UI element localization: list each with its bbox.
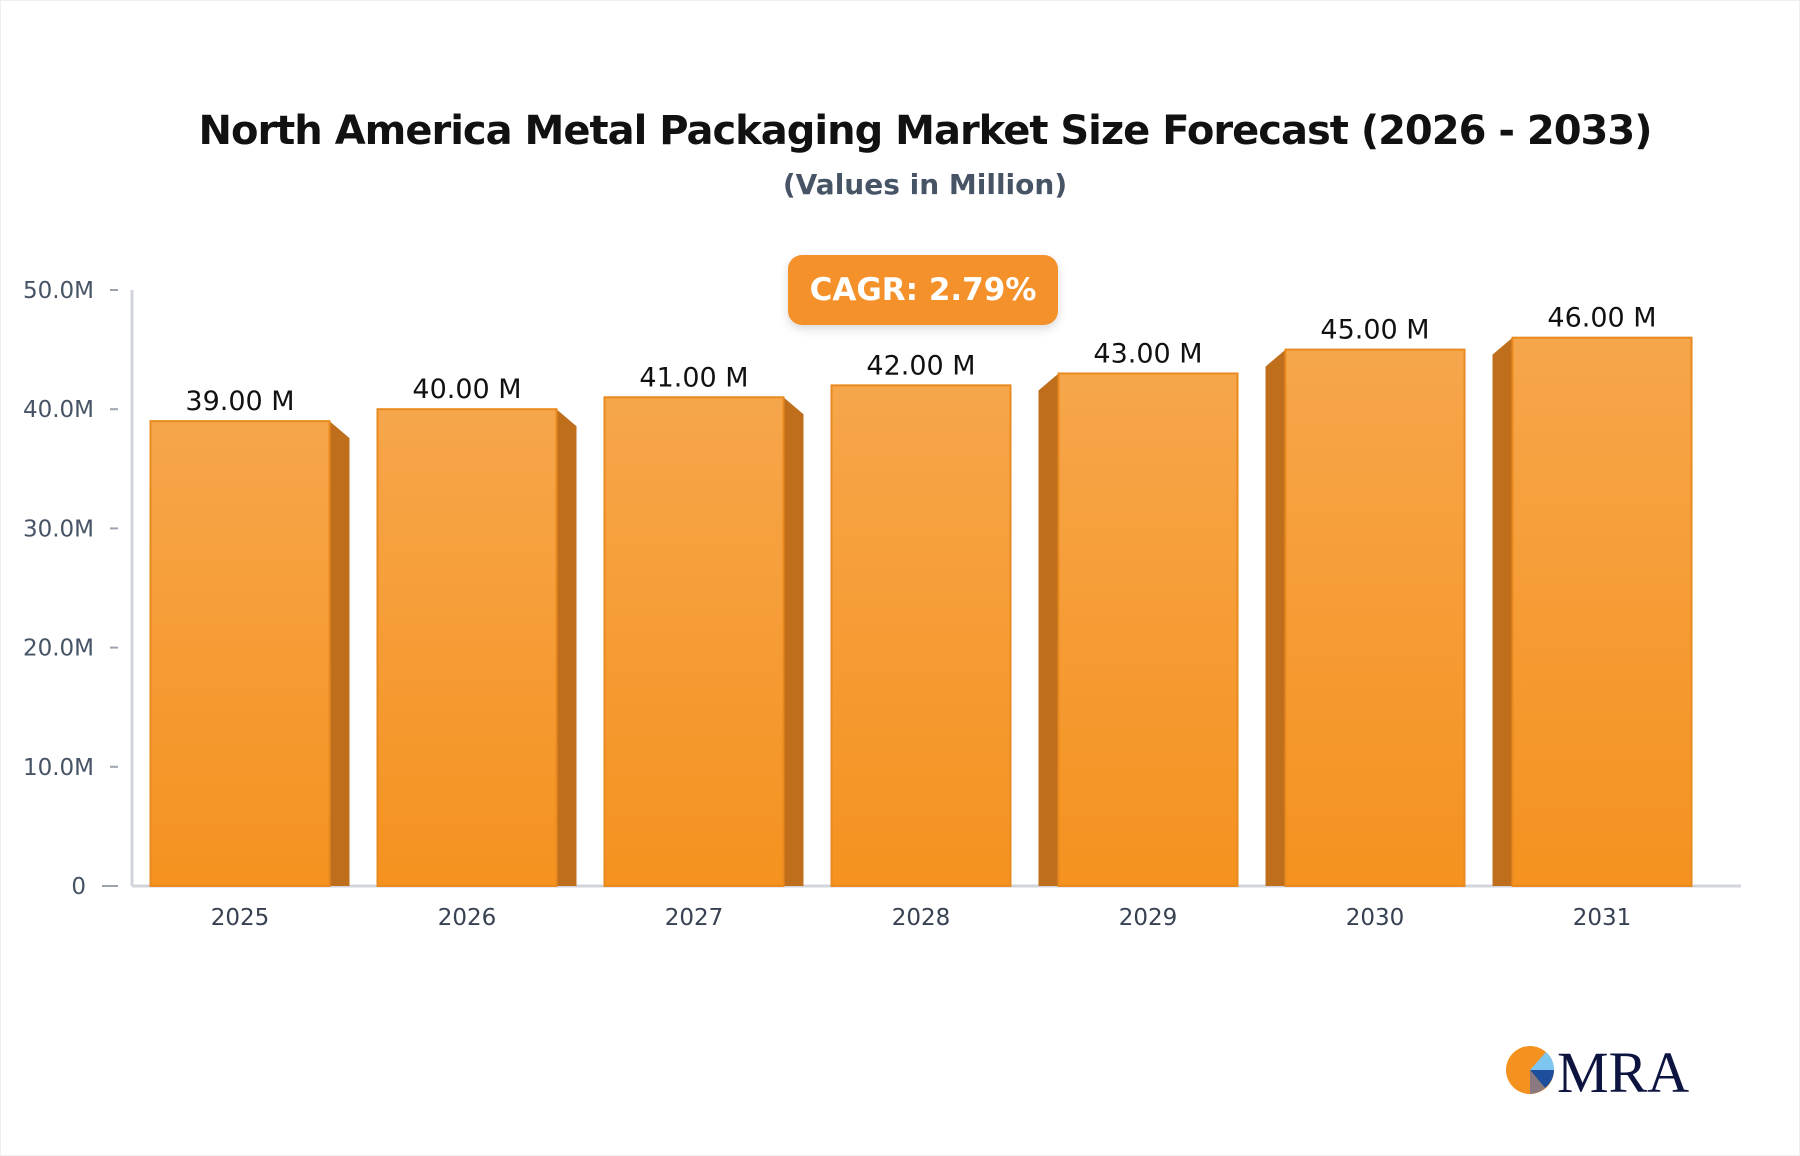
- bar-side: [783, 397, 804, 886]
- y-tick-label: 50.0M: [23, 278, 94, 304]
- data-label: 41.00 M: [639, 362, 748, 393]
- data-label: 39.00 M: [185, 386, 294, 417]
- x-tick-label: 2030: [1346, 905, 1405, 931]
- bar: [149, 420, 331, 887]
- chart-title: North America Metal Packaging Market Siz…: [198, 108, 1653, 154]
- cagr-badge: CAGR: 2.79%: [788, 255, 1058, 325]
- bar-side: [1492, 337, 1513, 886]
- bar-side: [556, 409, 577, 886]
- x-tick-label: 2026: [438, 905, 497, 931]
- bar-side: [1038, 373, 1059, 886]
- chart-subtitle: (Values in Million): [782, 168, 1068, 201]
- x-tick-label: 2029: [1119, 905, 1178, 931]
- bar: [830, 384, 1012, 887]
- y-tick-label: 10.0M: [23, 755, 94, 781]
- logo-text: MRA: [1557, 1040, 1689, 1100]
- bar: [1284, 348, 1466, 888]
- bar-side: [329, 421, 350, 886]
- data-label: 43.00 M: [1093, 338, 1202, 369]
- x-tick-label: 2025: [211, 905, 270, 931]
- y-tick-label: 30.0M: [23, 516, 94, 542]
- x-tick-label: 2031: [1573, 905, 1632, 931]
- data-label: 40.00 M: [412, 374, 521, 405]
- y-tick-label: 40.0M: [23, 397, 94, 423]
- pie-logo-icon: MRA: [1506, 1040, 1689, 1100]
- x-tick-label: 2028: [892, 905, 951, 931]
- y-tick-label: 0: [71, 874, 86, 900]
- y-tick-label: 20.0M: [23, 636, 94, 662]
- mra-logo: MRA: [1505, 1040, 1695, 1100]
- data-label: 45.00 M: [1320, 315, 1429, 346]
- bar: [1511, 336, 1693, 887]
- data-label: 42.00 M: [866, 350, 975, 381]
- bar: [603, 396, 785, 887]
- bar: [376, 408, 558, 887]
- bar-side: [1265, 349, 1286, 887]
- x-tick-label: 2027: [665, 905, 724, 931]
- bar: [1057, 372, 1239, 887]
- data-label: 46.00 M: [1547, 303, 1656, 334]
